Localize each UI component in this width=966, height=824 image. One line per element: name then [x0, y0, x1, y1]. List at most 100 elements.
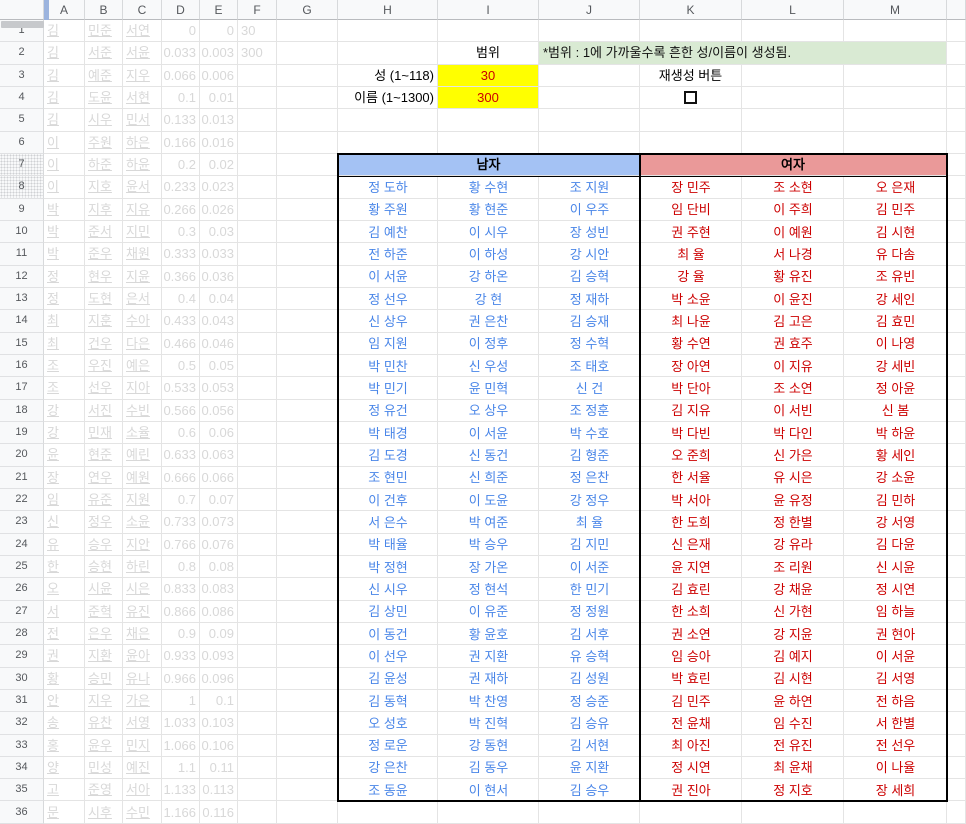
- row-header-20[interactable]: 20: [0, 444, 44, 467]
- cell-G3[interactable]: [277, 64, 338, 87]
- col-header-C[interactable]: C: [123, 0, 162, 20]
- female-name-cell[interactable]: 최 윤채: [773, 760, 813, 776]
- cell-E28[interactable]: 0.09: [200, 622, 238, 646]
- cell-D20[interactable]: 0.633: [162, 444, 200, 467]
- cell-C18[interactable]: 수빈: [123, 399, 162, 422]
- cell-C28[interactable]: 채은: [123, 622, 162, 646]
- cell-I32[interactable]: [438, 712, 539, 735]
- cell-I6[interactable]: [438, 131, 539, 154]
- cell-B7[interactable]: 하준: [85, 153, 123, 177]
- cell-G6[interactable]: [277, 131, 338, 154]
- cell-D16[interactable]: 0.5: [162, 354, 200, 378]
- female-name-cell[interactable]: 강 율: [677, 269, 705, 285]
- cell-B28[interactable]: 은우: [85, 622, 123, 646]
- cell-D6[interactable]: 0.166: [162, 131, 200, 154]
- cell-H34[interactable]: [338, 756, 438, 780]
- female-name-cell[interactable]: 박 다인: [773, 425, 813, 441]
- cell-E34[interactable]: 0.11: [200, 756, 238, 780]
- cell-N31[interactable]: [947, 689, 966, 713]
- cell-A29[interactable]: 권: [44, 645, 85, 668]
- male-name-cell[interactable]: 정 은찬: [569, 470, 610, 486]
- col-header-G[interactable]: G: [277, 0, 338, 20]
- row-header-30[interactable]: 30: [0, 667, 44, 690]
- female-name-cell[interactable]: 박 소윤: [671, 291, 711, 307]
- male-name-cell[interactable]: 한 민기: [569, 581, 610, 597]
- male-name-cell[interactable]: 유 승혁: [569, 648, 610, 664]
- cell-L29[interactable]: [742, 645, 844, 668]
- female-name-cell[interactable]: 조 유빈: [875, 269, 916, 285]
- col-header-D[interactable]: D: [162, 0, 200, 20]
- female-name-cell[interactable]: 박 효린: [671, 671, 711, 687]
- cell-A30[interactable]: 황: [44, 667, 85, 690]
- cell-H18[interactable]: [338, 399, 438, 422]
- cell-G8[interactable]: [277, 176, 338, 199]
- cell-L32[interactable]: [742, 712, 844, 735]
- female-name-cell[interactable]: 박 서아: [671, 492, 711, 508]
- cell-H21[interactable]: [338, 466, 438, 489]
- male-name-cell[interactable]: 강 동현: [468, 738, 509, 754]
- row-header-34[interactable]: 34: [0, 756, 44, 780]
- cell-C22[interactable]: 지원: [123, 488, 162, 512]
- female-name-cell[interactable]: 김 민하: [875, 492, 916, 508]
- cell-N23[interactable]: [947, 511, 966, 534]
- col-header-F[interactable]: F: [238, 0, 277, 20]
- cell-D8[interactable]: 0.233: [162, 176, 200, 199]
- cell-A35[interactable]: 고: [44, 779, 85, 802]
- cell-D3[interactable]: 0.066: [162, 64, 200, 87]
- female-name-cell[interactable]: 권 진아: [671, 782, 711, 798]
- cell-C17[interactable]: 지아: [123, 377, 162, 400]
- row-header-17[interactable]: 17: [0, 377, 44, 400]
- cell-H2[interactable]: [338, 42, 438, 65]
- cell-C2[interactable]: 서윤: [123, 42, 162, 65]
- cell-L21[interactable]: [742, 466, 844, 489]
- cell-D24[interactable]: 0.766: [162, 533, 200, 556]
- male-name-cell[interactable]: 강 시안: [569, 246, 610, 262]
- cell-F7[interactable]: [238, 153, 277, 177]
- cell-M5[interactable]: [844, 109, 947, 132]
- male-name-cell[interactable]: 정 선우: [368, 291, 408, 307]
- cell-A11[interactable]: 박: [44, 243, 85, 266]
- cell-C11[interactable]: 채원: [123, 243, 162, 266]
- male-name-cell[interactable]: 이 서윤: [368, 269, 408, 285]
- cell-B25[interactable]: 승현: [85, 555, 123, 579]
- male-name-cell[interactable]: 신 상우: [368, 313, 408, 329]
- cell-C3[interactable]: 지우: [123, 64, 162, 87]
- cell-N27[interactable]: [947, 600, 966, 623]
- cell-D36[interactable]: 1.166: [162, 801, 200, 824]
- row-header-36[interactable]: 36: [0, 801, 44, 824]
- row-header-18[interactable]: 18: [0, 399, 44, 422]
- male-name-cell[interactable]: 박 승우: [468, 537, 509, 553]
- cell-B20[interactable]: 현준: [85, 444, 123, 467]
- cell-L6[interactable]: [742, 131, 844, 154]
- female-name-cell[interactable]: 김 지유: [671, 403, 711, 419]
- cell-C8[interactable]: 윤서: [123, 176, 162, 199]
- cell-G4[interactable]: [277, 86, 338, 110]
- row-header-22[interactable]: 22: [0, 488, 44, 512]
- cell-E1[interactable]: 0: [200, 20, 238, 43]
- cell-A20[interactable]: 윤: [44, 444, 85, 467]
- male-name-cell[interactable]: 조 동윤: [368, 782, 408, 798]
- male-name-cell[interactable]: 신 희준: [468, 470, 509, 486]
- cell-D29[interactable]: 0.933: [162, 645, 200, 668]
- female-name-cell[interactable]: 김 민주: [875, 202, 916, 218]
- female-name-cell[interactable]: 임 하늘: [875, 604, 916, 620]
- cell-N17[interactable]: [947, 377, 966, 400]
- cell-D12[interactable]: 0.366: [162, 265, 200, 288]
- cell-L26[interactable]: [742, 578, 844, 601]
- cell-G1[interactable]: [277, 20, 338, 43]
- cell-D25[interactable]: 0.8: [162, 555, 200, 579]
- cell-B17[interactable]: 선우: [85, 377, 123, 400]
- male-name-cell[interactable]: 김 지민: [569, 537, 610, 553]
- cell-G17[interactable]: [277, 377, 338, 400]
- female-name-cell[interactable]: 권 현아: [875, 626, 916, 642]
- male-name-cell[interactable]: 황 주원: [368, 202, 408, 218]
- cell-E31[interactable]: 0.1: [200, 689, 238, 713]
- cell-N9[interactable]: [947, 198, 966, 221]
- cell-G35[interactable]: [277, 779, 338, 802]
- cell-H14[interactable]: [338, 310, 438, 333]
- cell-F31[interactable]: [238, 689, 277, 713]
- row-header-25[interactable]: 25: [0, 555, 44, 579]
- cell-H1[interactable]: [338, 20, 438, 43]
- cell-A24[interactable]: 유: [44, 533, 85, 556]
- cell-F20[interactable]: [238, 444, 277, 467]
